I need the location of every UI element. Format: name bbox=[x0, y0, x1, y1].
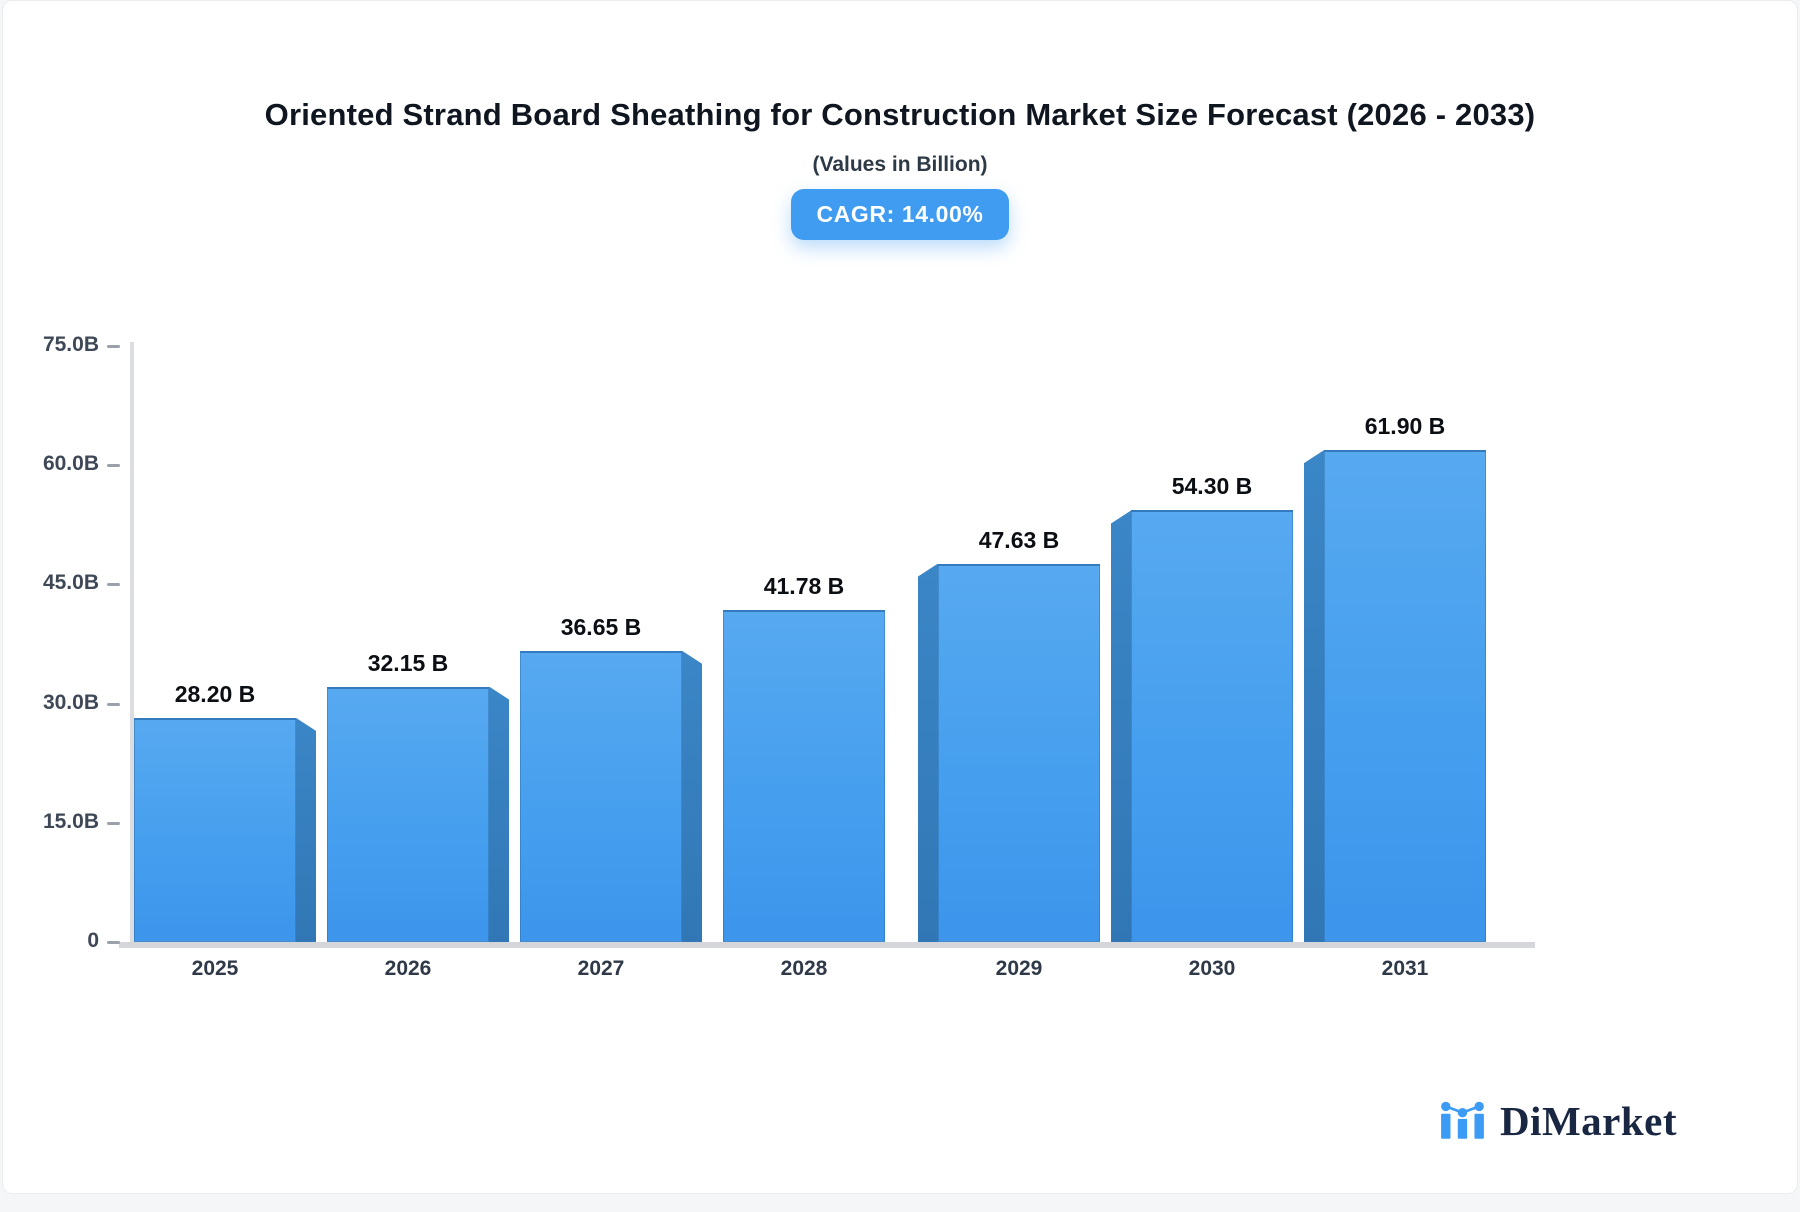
bar-value-label: 36.65 B bbox=[560, 613, 642, 640]
bar-2031[interactable] bbox=[1324, 450, 1486, 942]
x-axis-label-2025: 2025 bbox=[191, 957, 239, 980]
bar-value-label: 28.20 B bbox=[174, 680, 256, 707]
y-tick-label: 45.0B bbox=[42, 571, 99, 595]
x-axis-label-2026: 2026 bbox=[384, 957, 432, 980]
x-axis-label-2029: 2029 bbox=[995, 957, 1043, 980]
y-tick-label: 15.0B bbox=[42, 809, 99, 833]
y-tick-mark bbox=[107, 583, 120, 587]
bar-2026[interactable] bbox=[327, 686, 489, 942]
y-tick-mark bbox=[107, 821, 120, 825]
y-tick-mark bbox=[107, 464, 120, 468]
bar-2027[interactable] bbox=[520, 650, 682, 942]
x-axis-label-2028: 2028 bbox=[780, 957, 828, 980]
x-axis-label-2027: 2027 bbox=[577, 957, 625, 980]
x-axis-line bbox=[119, 942, 1535, 948]
bar-side-face-2027 bbox=[682, 650, 702, 942]
bar-side-face-2030 bbox=[1111, 510, 1131, 942]
bar-side-face-2029 bbox=[918, 563, 938, 942]
brand-watermark: DiMarket bbox=[1439, 1097, 1677, 1145]
y-tick-label: 75.0B bbox=[42, 333, 99, 356]
chart-title: Oriented Strand Board Sheathing for Cons… bbox=[264, 97, 1536, 132]
bar-2025[interactable] bbox=[134, 717, 296, 942]
y-axis-line bbox=[130, 342, 134, 948]
bar-2029[interactable] bbox=[938, 563, 1100, 942]
bar-side-face-2025 bbox=[296, 717, 316, 942]
y-tick-mark bbox=[107, 941, 120, 944]
y-tick-label: 30.0B bbox=[42, 690, 99, 714]
y-tick-label: 60.0B bbox=[42, 452, 99, 476]
bar-value-label: 61.90 B bbox=[1364, 413, 1446, 440]
bar-side-face-2031 bbox=[1304, 450, 1324, 942]
dimarket-bars-icon bbox=[1441, 1101, 1484, 1139]
bar-value-label: 32.15 B bbox=[367, 649, 449, 676]
bar-value-label: 47.63 B bbox=[978, 526, 1060, 553]
x-axis-label-2031: 2031 bbox=[1381, 957, 1429, 980]
y-tick-label: 0 bbox=[87, 929, 99, 952]
bar-2028[interactable] bbox=[723, 609, 885, 942]
chart-subtitle: (Values in Billion) bbox=[812, 153, 988, 176]
chart-header: Oriented Strand Board Sheathing for Cons… bbox=[3, 93, 1797, 240]
y-tick-mark bbox=[107, 702, 120, 706]
y-tick-mark bbox=[107, 345, 120, 348]
x-axis-label-2030: 2030 bbox=[1188, 957, 1236, 980]
cagr-badge: CAGR: 14.00% bbox=[790, 189, 1010, 240]
bar-value-label: 41.78 B bbox=[763, 572, 845, 599]
bar-side-face-2026 bbox=[489, 686, 509, 942]
bar-2030[interactable] bbox=[1131, 510, 1293, 942]
bar-value-label: 54.30 B bbox=[1171, 473, 1253, 500]
bar-chart-plot: 75.0B 60.0B 45.0B 30.0B 15.0B 0 28.20 B 32.15 … bbox=[3, 1, 1797, 1193]
brand-name: DiMarket bbox=[1499, 1098, 1677, 1144]
